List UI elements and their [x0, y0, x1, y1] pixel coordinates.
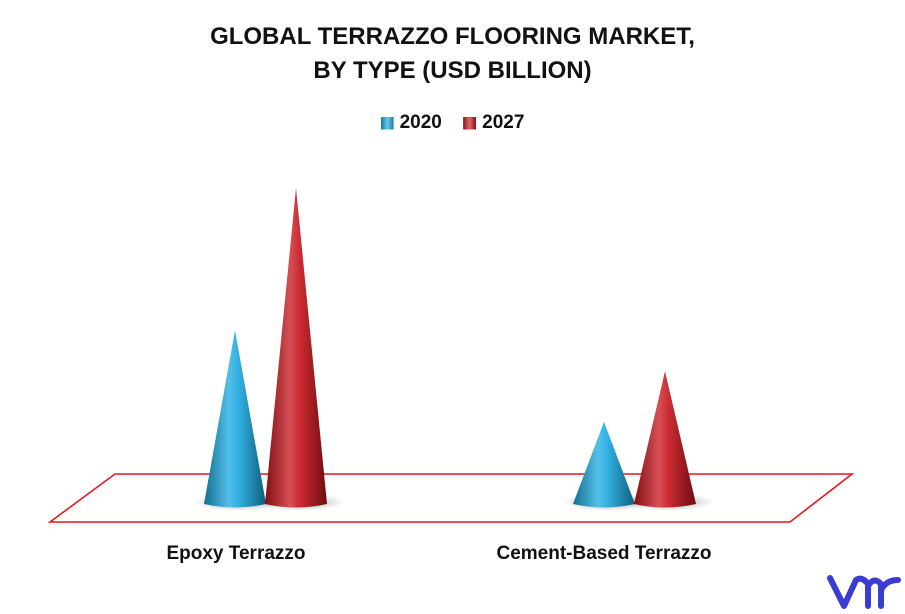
cone-2020-0 — [204, 330, 266, 508]
legend-swatch-2027 — [463, 116, 477, 130]
cone-2027-0 — [265, 188, 327, 508]
chart-title-line-2: BY TYPE (USD BILLION) — [313, 57, 592, 84]
chart-floor — [47, 473, 855, 523]
legend-item-2027: 2027 — [463, 112, 524, 134]
category-label-0: Epoxy Terrazzo — [166, 543, 305, 564]
chart-legend: 2020 2027 — [0, 112, 905, 136]
cone-2020-1 — [573, 421, 635, 508]
legend-label-2020: 2020 — [399, 112, 442, 133]
chart-title: GLOBAL TERRAZZO FLOORING MARKET, BY TYPE… — [0, 20, 905, 88]
legend-label-2027: 2027 — [482, 112, 525, 133]
vmr-logo-icon — [827, 575, 901, 609]
cone-2027-1 — [634, 371, 696, 508]
legend-swatch-2020 — [380, 116, 394, 130]
category-label-1: Cement-Based Terrazzo — [496, 543, 711, 564]
legend-item-2020: 2020 — [380, 112, 442, 134]
chart-title-line-1: GLOBAL TERRAZZO FLOORING MARKET, — [210, 23, 695, 50]
